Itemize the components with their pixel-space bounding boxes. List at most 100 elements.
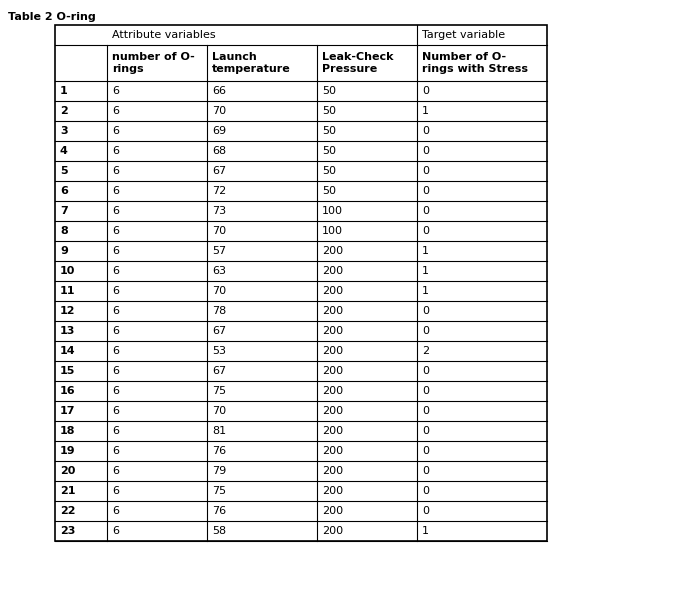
Text: 0: 0 <box>422 166 429 176</box>
Text: 200: 200 <box>322 386 343 396</box>
Text: 76: 76 <box>212 446 226 456</box>
Text: 0: 0 <box>422 386 429 396</box>
Text: 53: 53 <box>212 346 226 356</box>
Text: 21: 21 <box>60 486 76 496</box>
Text: 0: 0 <box>422 406 429 416</box>
Text: 6: 6 <box>112 346 119 356</box>
Text: 0: 0 <box>422 186 429 196</box>
Text: 100: 100 <box>322 226 343 236</box>
Text: 200: 200 <box>322 506 343 516</box>
Text: 0: 0 <box>422 226 429 236</box>
Text: 6: 6 <box>112 386 119 396</box>
Text: 1: 1 <box>60 86 68 96</box>
Text: 200: 200 <box>322 466 343 476</box>
Text: 70: 70 <box>212 286 226 296</box>
Text: 8: 8 <box>60 226 68 236</box>
Text: 0: 0 <box>422 466 429 476</box>
Text: 6: 6 <box>60 186 68 196</box>
Text: 63: 63 <box>212 266 226 276</box>
Text: 200: 200 <box>322 246 343 256</box>
Text: 200: 200 <box>322 526 343 536</box>
Text: 3: 3 <box>60 126 68 136</box>
Text: 1: 1 <box>422 526 429 536</box>
Text: 0: 0 <box>422 366 429 376</box>
Text: 50: 50 <box>322 86 336 96</box>
Text: 14: 14 <box>60 346 76 356</box>
Text: 69: 69 <box>212 126 226 136</box>
Text: 7: 7 <box>60 206 68 216</box>
Text: 0: 0 <box>422 506 429 516</box>
Text: 50: 50 <box>322 126 336 136</box>
Text: 1: 1 <box>422 106 429 116</box>
Text: Table 2 O-ring: Table 2 O-ring <box>8 12 96 22</box>
Text: 50: 50 <box>322 186 336 196</box>
Text: 6: 6 <box>112 246 119 256</box>
Text: 200: 200 <box>322 426 343 436</box>
Text: 6: 6 <box>112 106 119 116</box>
Text: 6: 6 <box>112 506 119 516</box>
Text: 15: 15 <box>60 366 75 376</box>
Text: 22: 22 <box>60 506 76 516</box>
Text: 67: 67 <box>212 326 226 336</box>
Text: 78: 78 <box>212 306 226 316</box>
Text: 200: 200 <box>322 306 343 316</box>
Bar <box>55 25 547 541</box>
Text: 50: 50 <box>322 166 336 176</box>
Text: 50: 50 <box>322 146 336 156</box>
Text: 58: 58 <box>212 526 226 536</box>
Text: 72: 72 <box>212 186 226 196</box>
Text: Launch
temperature: Launch temperature <box>212 52 291 74</box>
Text: 200: 200 <box>322 406 343 416</box>
Text: 6: 6 <box>112 266 119 276</box>
Text: 0: 0 <box>422 426 429 436</box>
Text: 81: 81 <box>212 426 226 436</box>
Text: 23: 23 <box>60 526 75 536</box>
Text: 200: 200 <box>322 346 343 356</box>
Text: 70: 70 <box>212 226 226 236</box>
Text: 6: 6 <box>112 166 119 176</box>
Text: 10: 10 <box>60 266 75 276</box>
Text: 79: 79 <box>212 466 226 476</box>
Text: Target variable: Target variable <box>422 30 505 40</box>
Text: 67: 67 <box>212 166 226 176</box>
Text: 67: 67 <box>212 366 226 376</box>
Text: 0: 0 <box>422 486 429 496</box>
Text: 200: 200 <box>322 366 343 376</box>
Text: 6: 6 <box>112 366 119 376</box>
Text: 5: 5 <box>60 166 68 176</box>
Text: 6: 6 <box>112 226 119 236</box>
Text: 20: 20 <box>60 466 75 476</box>
Text: 200: 200 <box>322 286 343 296</box>
Text: 6: 6 <box>112 126 119 136</box>
Text: 6: 6 <box>112 306 119 316</box>
Text: 2: 2 <box>422 346 429 356</box>
Text: 16: 16 <box>60 386 76 396</box>
Text: Leak-Check
Pressure: Leak-Check Pressure <box>322 52 393 74</box>
Text: 6: 6 <box>112 186 119 196</box>
Text: 0: 0 <box>422 146 429 156</box>
Text: 19: 19 <box>60 446 76 456</box>
Text: 200: 200 <box>322 486 343 496</box>
Text: 9: 9 <box>60 246 68 256</box>
Text: 0: 0 <box>422 446 429 456</box>
Text: Attribute variables: Attribute variables <box>112 30 216 40</box>
Text: 6: 6 <box>112 526 119 536</box>
Text: 6: 6 <box>112 206 119 216</box>
Text: 75: 75 <box>212 386 226 396</box>
Text: 6: 6 <box>112 446 119 456</box>
Text: 66: 66 <box>212 86 226 96</box>
Text: 100: 100 <box>322 206 343 216</box>
Text: 75: 75 <box>212 486 226 496</box>
Text: 0: 0 <box>422 206 429 216</box>
Text: 200: 200 <box>322 266 343 276</box>
Text: 13: 13 <box>60 326 75 336</box>
Text: 200: 200 <box>322 326 343 336</box>
Text: 0: 0 <box>422 306 429 316</box>
Text: Number of O-
rings with Stress: Number of O- rings with Stress <box>422 52 528 74</box>
Text: 50: 50 <box>322 106 336 116</box>
Text: 57: 57 <box>212 246 226 256</box>
Text: 1: 1 <box>422 286 429 296</box>
Text: 76: 76 <box>212 506 226 516</box>
Text: 70: 70 <box>212 406 226 416</box>
Text: 73: 73 <box>212 206 226 216</box>
